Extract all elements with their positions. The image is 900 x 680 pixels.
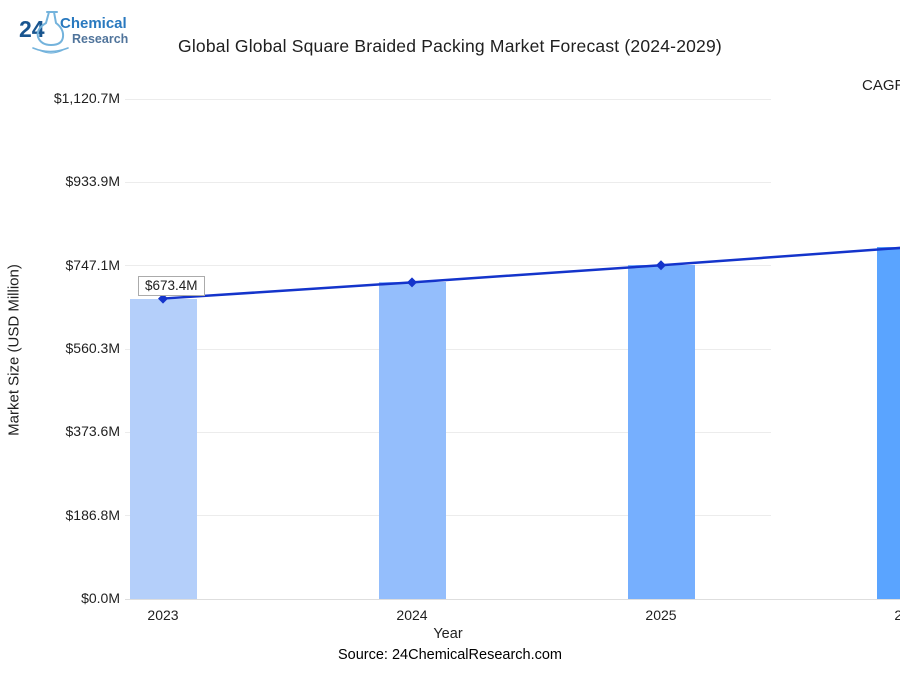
- bar-2024: [378, 282, 446, 599]
- source-credit: Source: 24ChemicalResearch.com: [337, 647, 563, 663]
- gridline: [125, 348, 771, 350]
- y-tick-label: $933.9M: [65, 173, 120, 190]
- flask-icon: [32, 11, 69, 54]
- x-tick-label-2026: 2026: [894, 607, 900, 623]
- logo-line2: Research: [72, 32, 128, 46]
- trend-line: [162, 246, 900, 300]
- x-tick-label-2024: 2024: [396, 607, 428, 623]
- logo-line1: Chemical: [60, 15, 127, 32]
- y-tick-label: $373.6M: [65, 423, 120, 440]
- gridline: [125, 515, 771, 517]
- company-logo: 24 Chemical Research: [19, 11, 128, 54]
- gridline: [125, 431, 771, 433]
- bar-2025: [627, 265, 695, 599]
- y-tick-label: $747.1M: [65, 256, 120, 273]
- gridline: [125, 98, 771, 100]
- x-tick-label-2023: 2023: [147, 607, 179, 623]
- x-axis-title: Year: [433, 626, 463, 642]
- gridline: [125, 181, 771, 183]
- x-tick-label-2025: 2025: [645, 607, 677, 623]
- y-tick-label: $0.0M: [81, 590, 120, 606]
- bar-2023: [129, 298, 197, 599]
- y-tick-label: $1,120.7M: [53, 90, 120, 106]
- x-axis-line: [125, 599, 900, 600]
- data-label-2023: $673.4M: [138, 276, 205, 296]
- y-tick-label: $560.3M: [65, 340, 120, 356]
- chart-title: Global Global Square Braided Packing Mar…: [178, 36, 722, 56]
- bar-2026: [876, 247, 900, 599]
- cagr-label: CAGR: [862, 77, 900, 94]
- y-tick-label: $186.8M: [65, 506, 120, 523]
